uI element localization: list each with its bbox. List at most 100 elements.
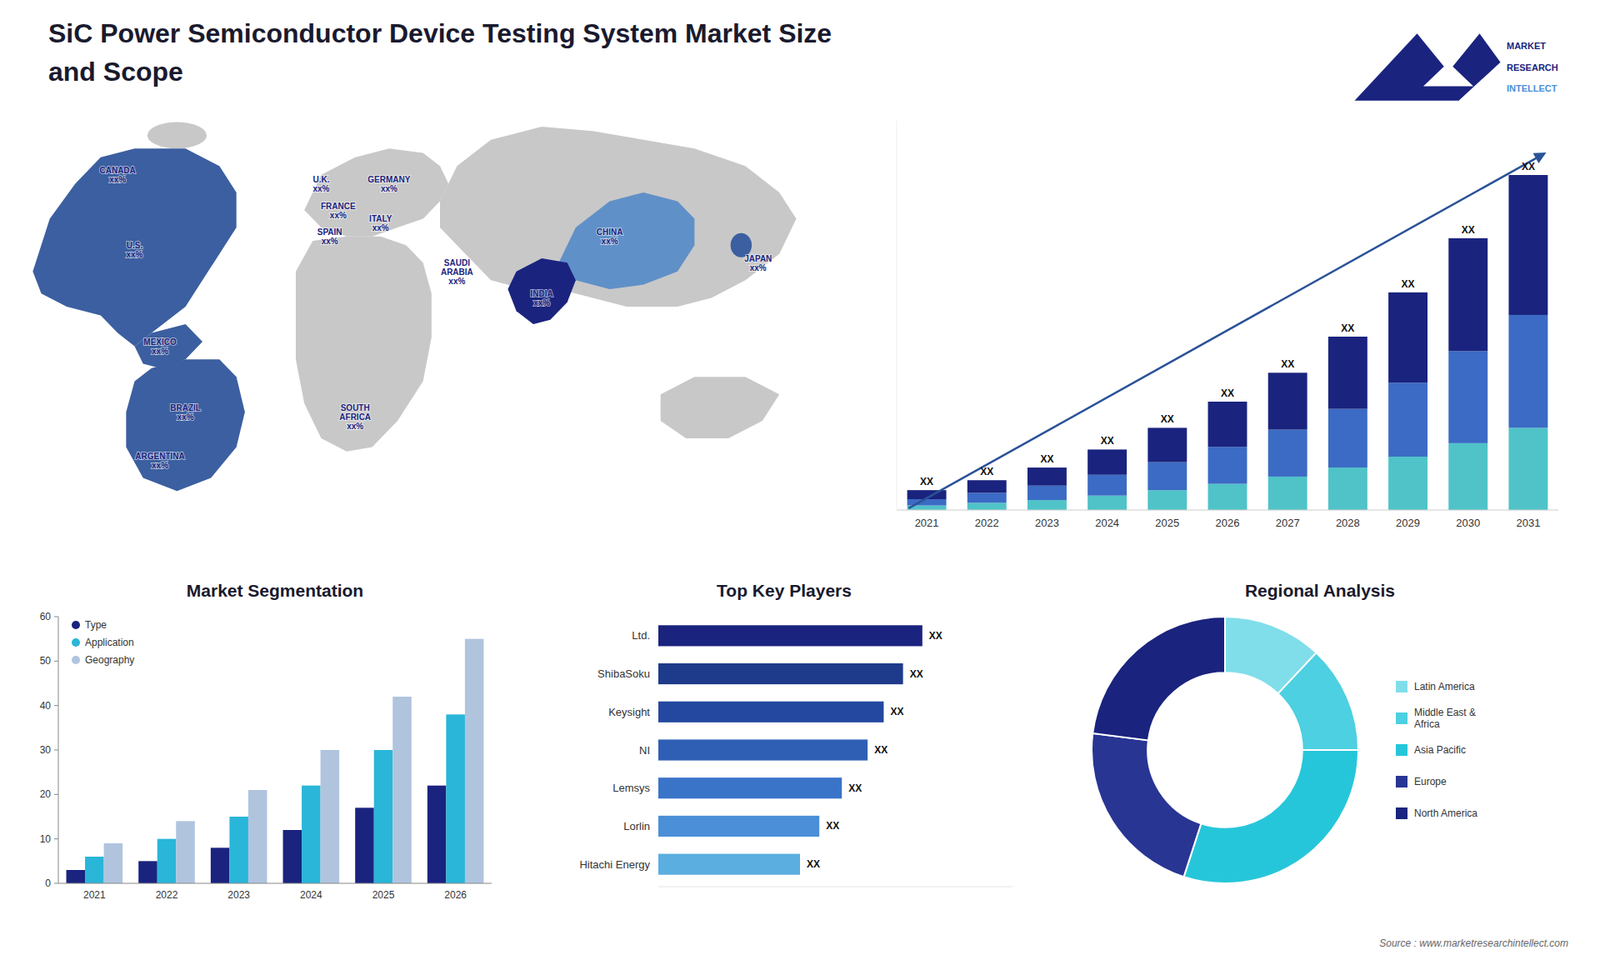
map-label-line: U.S. bbox=[126, 240, 144, 250]
bar-total-label: XX bbox=[1220, 387, 1235, 400]
y-tick-label: Keysight bbox=[608, 705, 650, 719]
x-axis-line bbox=[58, 883, 492, 885]
y-tick-label: 50 bbox=[40, 655, 52, 667]
y-tick bbox=[54, 883, 59, 885]
bar-segment bbox=[1508, 427, 1548, 510]
map-label-line: FRANCE bbox=[320, 200, 356, 210]
source-text: Source : www.marketresearchintellect.com bbox=[1379, 937, 1569, 950]
bar-segment bbox=[1508, 315, 1548, 428]
map-label: ITALYxx% bbox=[369, 214, 393, 233]
map-label: CHINAxx% bbox=[596, 227, 624, 246]
map-label: INDIAxx% bbox=[530, 288, 554, 307]
legend-label-line: Middle East & bbox=[1414, 706, 1476, 719]
map-label: SOUTHAFRICAxx% bbox=[339, 402, 371, 430]
legend-label-line: Africa bbox=[1414, 718, 1440, 730]
bar-total-label: XX bbox=[1040, 453, 1054, 465]
y-tick-label: Ltd. bbox=[631, 629, 650, 642]
map-label-line: AFRICA bbox=[339, 411, 371, 421]
bar-segment bbox=[967, 480, 1007, 493]
y-tick-label: 10 bbox=[40, 833, 52, 845]
x-tick-label: 2022 bbox=[155, 889, 179, 901]
map-label-line: xx% bbox=[330, 210, 347, 220]
legend-marker bbox=[1395, 807, 1408, 820]
chart-title: Regional Analysis bbox=[1245, 580, 1395, 600]
y-tick bbox=[54, 794, 59, 795]
bar bbox=[301, 785, 321, 884]
bar-segment bbox=[1087, 495, 1127, 510]
logo-icon bbox=[1355, 33, 1501, 101]
bar bbox=[175, 820, 195, 884]
y-tick-label: 20 bbox=[40, 788, 52, 800]
legend-marker bbox=[71, 655, 80, 665]
world-map: CANADAxx%U.S.xx%MEXICOxx%BRAZILxx%ARGENT… bbox=[32, 122, 796, 492]
bar-segment bbox=[1388, 292, 1428, 383]
bar-segment bbox=[1208, 401, 1248, 447]
bar-segment bbox=[1328, 409, 1368, 468]
bar-segment bbox=[1508, 175, 1548, 315]
map-africa bbox=[295, 236, 432, 452]
x-tick-label: 2021 bbox=[83, 889, 106, 901]
logo-text: MARKET bbox=[1506, 40, 1546, 51]
bar-total-label: XX bbox=[1280, 358, 1295, 370]
map-australia bbox=[660, 376, 780, 439]
map-label-line: INDIA bbox=[530, 288, 554, 298]
map-label-line: SOUTH bbox=[340, 402, 370, 412]
map-label-line: GERMANY bbox=[367, 174, 410, 184]
map-label-line: SPAIN bbox=[317, 227, 343, 237]
dashboard: SiC Power Semiconductor Device Testing S… bbox=[0, 0, 1600, 955]
bar-segment bbox=[1268, 430, 1308, 477]
y-tick-label: NI bbox=[639, 744, 650, 757]
bar-total-label: XX bbox=[1401, 278, 1415, 290]
bar-total-label: XX bbox=[1340, 322, 1355, 335]
donut-slice bbox=[1092, 616, 1225, 740]
x-tick-label: 2030 bbox=[1455, 516, 1480, 530]
bar bbox=[658, 663, 904, 685]
map-china bbox=[559, 192, 695, 290]
bar-segment bbox=[907, 499, 947, 506]
bar bbox=[658, 777, 842, 799]
map-label-line: xx% bbox=[346, 420, 364, 430]
x-tick-label: 2024 bbox=[1095, 516, 1120, 530]
y-tick-label: 60 bbox=[40, 610, 52, 623]
bar bbox=[210, 847, 230, 884]
map-label-line: ARABIA bbox=[440, 266, 474, 276]
legend-label: North America bbox=[1414, 807, 1478, 820]
bar-segment bbox=[1268, 476, 1308, 510]
map-europe bbox=[304, 148, 449, 236]
map-north-america bbox=[32, 148, 236, 346]
map-label: BRAZILxx% bbox=[170, 402, 201, 421]
bar-segment bbox=[1328, 467, 1368, 510]
players-chart: Top Key PlayersXXXXXXXXXXXXXXLtd.ShibaSo… bbox=[579, 580, 1013, 887]
bar-total-label: XX bbox=[1100, 435, 1115, 447]
x-tick-label: 2031 bbox=[1515, 516, 1540, 530]
y-tick-label: ShibaSoku bbox=[597, 667, 650, 680]
bar bbox=[658, 701, 884, 723]
map-label: U.S.xx% bbox=[126, 240, 144, 259]
legend-marker bbox=[71, 638, 80, 647]
bar-segment bbox=[967, 502, 1007, 510]
legend-marker bbox=[1395, 712, 1408, 725]
y-tick bbox=[54, 616, 59, 618]
bar bbox=[658, 625, 923, 646]
y-tick-label: Lemsys bbox=[612, 781, 650, 795]
map-label: ARGENTINAxx% bbox=[135, 450, 185, 470]
bar-segment bbox=[1027, 500, 1067, 510]
legend-label-line: Latin America bbox=[1414, 680, 1475, 693]
map-label-line: BRAZIL bbox=[170, 402, 201, 412]
map-label-line: MEXICO bbox=[143, 336, 177, 346]
y-tick-label: Lorlin bbox=[623, 820, 650, 833]
map-label: U.K.xx% bbox=[312, 174, 330, 193]
bar-total-label: XX bbox=[1461, 224, 1475, 236]
x-axis-line bbox=[896, 510, 1559, 511]
bar bbox=[248, 790, 268, 884]
bar-segment bbox=[1268, 372, 1308, 430]
y-tick-label: Hitachi Energy bbox=[579, 858, 650, 871]
page-title-line: and Scope bbox=[48, 56, 184, 87]
y-tick-label: 0 bbox=[45, 877, 51, 890]
bar bbox=[320, 750, 340, 884]
legend-label: Type bbox=[85, 619, 107, 631]
bar-marks bbox=[658, 625, 923, 875]
segmentation-chart: Market Segmentation010203040506020212022… bbox=[40, 580, 492, 901]
bar-total-label: XX bbox=[1160, 413, 1175, 425]
x-tick-label: 2027 bbox=[1275, 516, 1300, 530]
